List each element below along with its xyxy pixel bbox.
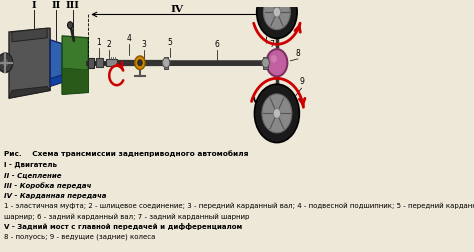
Polygon shape	[12, 28, 47, 42]
Circle shape	[135, 56, 145, 70]
Text: II - Сцепление: II - Сцепление	[4, 172, 61, 178]
Circle shape	[1, 58, 9, 68]
FancyBboxPatch shape	[96, 58, 102, 67]
FancyBboxPatch shape	[106, 59, 117, 66]
FancyBboxPatch shape	[264, 57, 268, 69]
Text: I: I	[31, 1, 36, 10]
Polygon shape	[62, 68, 88, 94]
Circle shape	[273, 7, 281, 17]
Circle shape	[138, 60, 142, 66]
Text: IV - Карданная передача: IV - Карданная передача	[4, 193, 106, 199]
Text: 5: 5	[167, 38, 173, 47]
Circle shape	[257, 0, 297, 38]
Polygon shape	[9, 86, 50, 98]
Text: III: III	[66, 1, 80, 10]
FancyBboxPatch shape	[88, 58, 94, 68]
Text: шарнир; 6 - задний карданный вал; 7 - задний карданный шарнир: шарнир; 6 - задний карданный вал; 7 - за…	[4, 213, 249, 219]
Circle shape	[271, 55, 277, 63]
Polygon shape	[62, 36, 88, 94]
Text: IV: IV	[171, 5, 184, 14]
Text: V: V	[251, 97, 258, 106]
Text: 6: 6	[215, 40, 219, 49]
Text: 8: 8	[295, 49, 300, 58]
Circle shape	[262, 58, 269, 68]
Circle shape	[0, 53, 13, 73]
Polygon shape	[50, 75, 62, 86]
Circle shape	[273, 109, 281, 118]
Text: 9: 9	[300, 77, 305, 86]
Text: 2: 2	[106, 40, 111, 49]
Circle shape	[266, 49, 287, 76]
Text: II: II	[52, 1, 61, 10]
Text: V - Задний мост с главной передачей и дифференциалом: V - Задний мост с главной передачей и ди…	[4, 223, 242, 230]
Circle shape	[67, 22, 73, 28]
Circle shape	[255, 84, 300, 143]
Text: 1 - эластичная муфта; 2 - шлицевое соединение; 3 - передний карданный вал; 4 - п: 1 - эластичная муфта; 2 - шлицевое соеди…	[4, 203, 474, 209]
Circle shape	[262, 94, 292, 133]
Text: 1: 1	[96, 38, 101, 47]
FancyBboxPatch shape	[164, 57, 168, 69]
Text: I - Двигатель: I - Двигатель	[4, 162, 57, 168]
Polygon shape	[9, 28, 50, 98]
Text: 7: 7	[269, 40, 274, 49]
Circle shape	[163, 58, 170, 68]
Text: 8 - полуось; 9 - ведущие (задние) колеса: 8 - полуось; 9 - ведущие (задние) колеса	[4, 234, 155, 240]
Text: Рис.    Схема трансмиссии заднеприводного автомобиля: Рис. Схема трансмиссии заднеприводного а…	[4, 151, 248, 158]
Text: 4: 4	[127, 34, 132, 43]
Circle shape	[264, 0, 291, 30]
Text: III - Коробка передач: III - Коробка передач	[4, 182, 91, 189]
Polygon shape	[50, 40, 62, 83]
Text: 3: 3	[141, 40, 146, 49]
